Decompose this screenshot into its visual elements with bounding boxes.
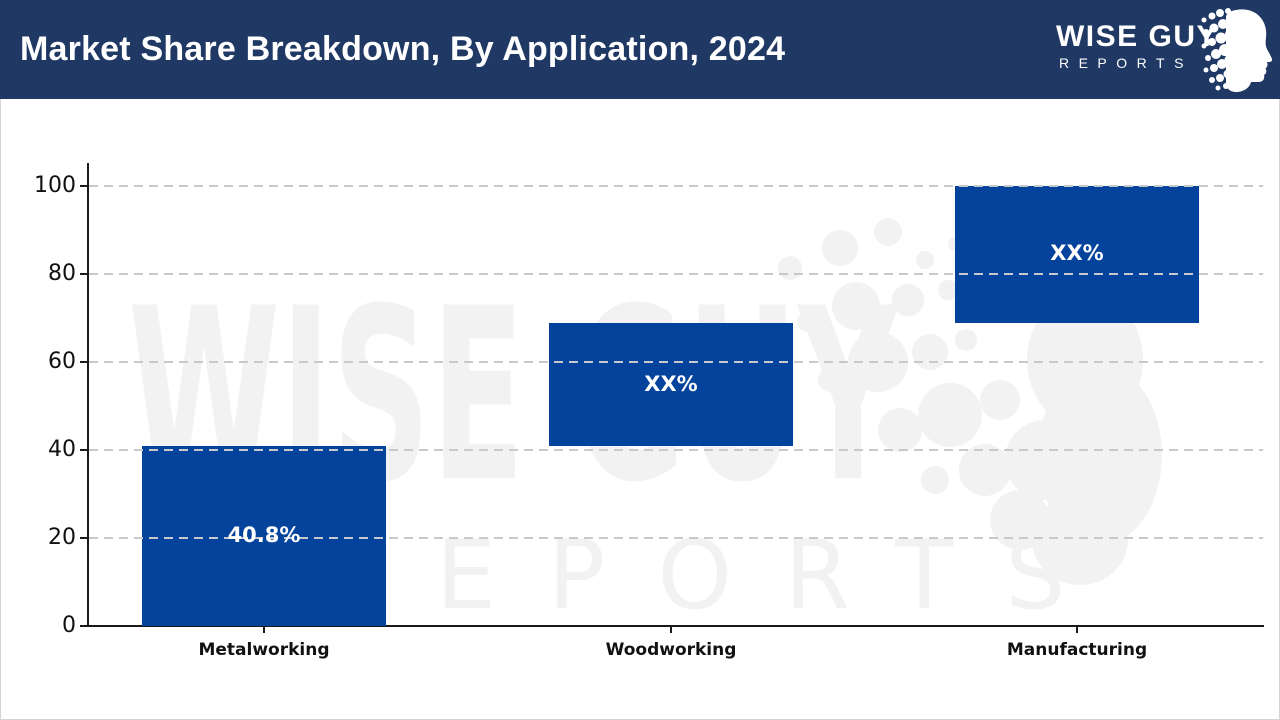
bar-segment-metalworking: [142, 446, 386, 626]
x-category-label-woodworking: Woodworking: [605, 640, 737, 660]
grid-line-80: [89, 273, 1263, 275]
brand-logo-text: WISE GUY REPORTS: [1055, 20, 1218, 72]
brand-logo: WISE GUY REPORTS: [1020, 0, 1280, 99]
y-tick-label-80: 80: [48, 261, 76, 286]
x-tick-woodworking: [670, 626, 672, 633]
y-tick-40: [80, 449, 87, 451]
x-tick-metalworking: [263, 626, 265, 633]
bar-value-label-manufacturing: XX%: [1050, 241, 1104, 266]
y-tick-0: [80, 625, 87, 627]
y-tick-80: [80, 273, 87, 275]
y-tick-60: [80, 361, 87, 363]
brand-name: WISE GUY: [1055, 20, 1218, 53]
grid-line-20: [89, 537, 1263, 539]
bar-value-label-woodworking: XX%: [644, 371, 698, 396]
brand-subtitle: REPORTS: [1058, 55, 1193, 71]
y-tick-label-40: 40: [48, 437, 76, 462]
y-axis-line: [87, 163, 89, 627]
x-tick-manufacturing: [1076, 626, 1078, 633]
bar-value-label-metalworking: 40.8%: [227, 523, 301, 548]
y-tick-label-0: 0: [62, 613, 76, 638]
head-profile-logo-icon: [1201, 8, 1273, 93]
x-category-label-metalworking: Metalworking: [198, 640, 330, 660]
y-tick-label-20: 20: [48, 525, 76, 550]
bar-segment-manufacturing: [955, 186, 1199, 323]
page-title: Market Share Breakdown, By Application, …: [20, 30, 786, 68]
grid-line-100: [89, 185, 1263, 187]
y-tick-label-60: 60: [48, 349, 76, 374]
watermark-line2: REPORTS: [318, 521, 1118, 631]
bar-segment-woodworking: [549, 322, 793, 447]
header-bar: Market Share Breakdown, By Application, …: [0, 0, 1280, 99]
y-tick-100: [80, 185, 87, 187]
x-category-label-manufacturing: Manufacturing: [1006, 640, 1148, 660]
grid-line-40: [89, 449, 1263, 451]
y-tick-20: [80, 537, 87, 539]
grid-line-60: [89, 361, 1263, 363]
y-tick-label-100: 100: [34, 173, 76, 198]
x-axis-line: [87, 625, 1264, 627]
